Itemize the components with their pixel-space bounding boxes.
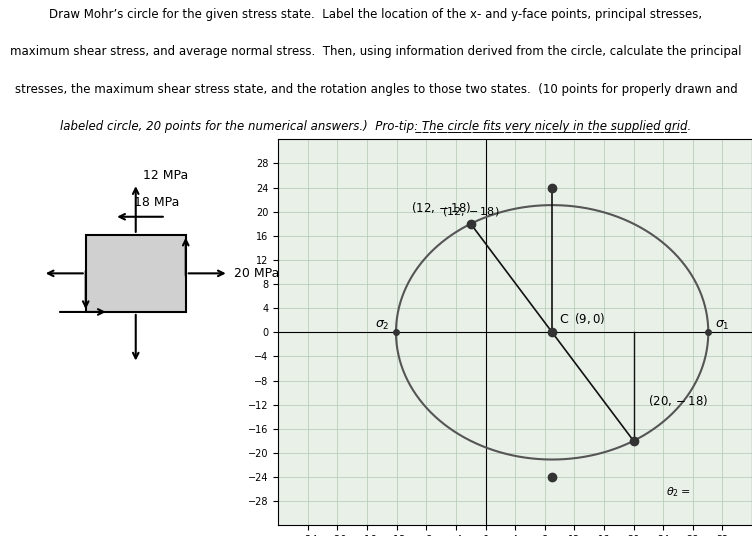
Text: $(20, -18)$: $(20, -18)$: [648, 393, 709, 408]
Text: Draw Mohr’s circle for the given stress state.  Label the location of the x- and: Draw Mohr’s circle for the given stress …: [50, 8, 702, 20]
Text: 12 MPa: 12 MPa: [143, 169, 188, 182]
Text: 18 MPa: 18 MPa: [135, 196, 180, 209]
Text: $\sigma_1$: $\sigma_1$: [715, 318, 729, 332]
Text: $(9, 0)$: $(9, 0)$: [575, 311, 605, 326]
Text: 20 MPa: 20 MPa: [235, 267, 280, 280]
Text: $(12, -18)$: $(12, -18)$: [442, 205, 499, 218]
Text: stresses, the maximum shear stress state, and the rotation angles to those two s: stresses, the maximum shear stress state…: [14, 83, 738, 95]
Text: $(12, -18)$: $(12, -18)$: [411, 200, 472, 215]
Text: maximum shear stress, and average normal stress.  Then, using information derive: maximum shear stress, and average normal…: [11, 45, 741, 58]
Text: $\sigma_2$: $\sigma_2$: [374, 318, 389, 332]
Bar: [86, 235, 186, 312]
Text: principal: principal: [0, 45, 752, 58]
Text: $\theta_2 =$: $\theta_2 =$: [666, 485, 690, 499]
Text: C: C: [559, 313, 569, 326]
Text: labeled circle, 20 points for the numerical answers.)  Pro-tip: ̲T̲h̲e̲ ̲c̲i̲r̲c: labeled circle, 20 points for the numeri…: [60, 120, 692, 133]
